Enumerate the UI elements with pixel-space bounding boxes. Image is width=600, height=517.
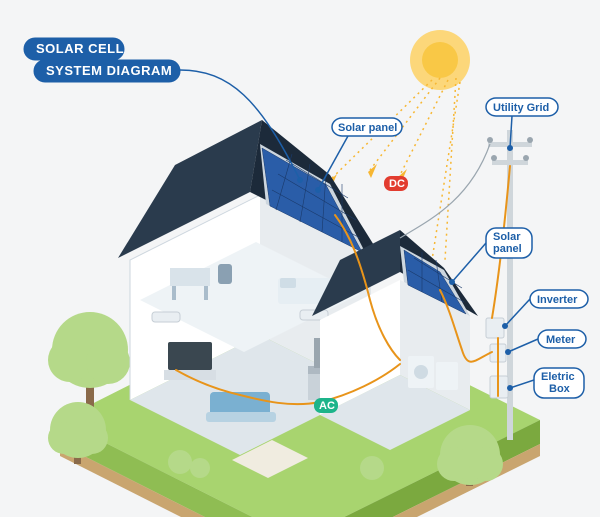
svg-text:panel: panel [493, 243, 522, 255]
svg-text:Box: Box [549, 383, 571, 395]
svg-text:Utility Grid: Utility Grid [493, 102, 549, 114]
bush-icon [168, 450, 192, 474]
callout-solar-panel-2: Solar panel [449, 228, 532, 285]
svg-text:AC: AC [319, 400, 335, 412]
svg-text:Eletric: Eletric [541, 371, 575, 383]
title-line-2: SYSTEM DIAGRAM [46, 63, 172, 78]
svg-text:Meter: Meter [546, 334, 576, 346]
callout-inverter: Inverter [502, 290, 588, 329]
svg-text:Solar panel: Solar panel [338, 122, 397, 134]
bush-icon [190, 458, 210, 478]
svg-text:DC: DC [389, 178, 405, 190]
ac-badge: AC [314, 398, 338, 413]
bush-icon [360, 456, 384, 480]
callout-electric-box: Eletric Box [507, 368, 584, 398]
title-line-1: SOLAR CELL [36, 41, 124, 56]
callout-meter: Meter [505, 330, 586, 355]
svg-text:Inverter: Inverter [537, 294, 578, 306]
diagram-root: SOLAR CELL SYSTEM DIAGRAM DC AC Solar pa… [0, 0, 600, 517]
svg-text:Solar: Solar [493, 231, 521, 243]
dc-badge: DC [384, 176, 408, 191]
sun-icon [410, 30, 470, 90]
